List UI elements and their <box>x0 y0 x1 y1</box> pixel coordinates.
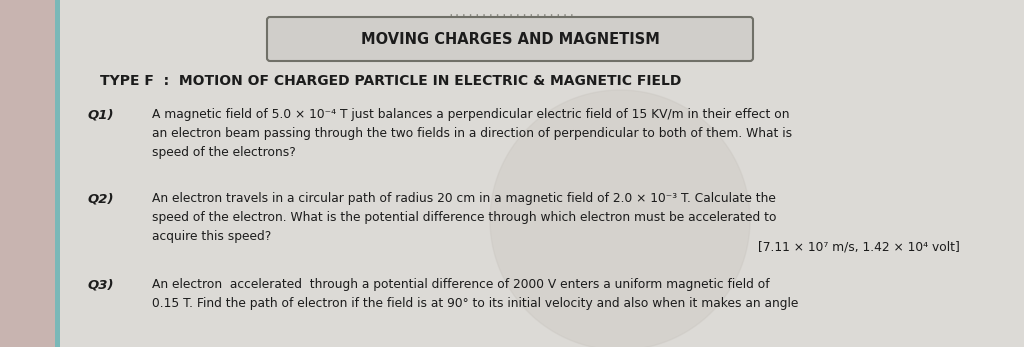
Text: Q3): Q3) <box>88 278 115 291</box>
Polygon shape <box>55 0 60 347</box>
FancyBboxPatch shape <box>267 17 753 61</box>
Text: A magnetic field of 5.0 × 10⁻⁴ T just balances a perpendicular electric field of: A magnetic field of 5.0 × 10⁻⁴ T just ba… <box>152 108 793 159</box>
Text: [7.11 × 10⁷ m/s, 1.42 × 10⁴ volt]: [7.11 × 10⁷ m/s, 1.42 × 10⁴ volt] <box>758 240 961 253</box>
Polygon shape <box>60 0 1024 347</box>
Polygon shape <box>490 90 750 347</box>
Text: MOVING CHARGES AND MAGNETISM: MOVING CHARGES AND MAGNETISM <box>360 32 659 46</box>
Text: Q1): Q1) <box>88 108 115 121</box>
Text: Q2): Q2) <box>88 192 115 205</box>
Polygon shape <box>0 0 55 347</box>
Text: An electron travels in a circular path of radius 20 cm in a magnetic field of 2.: An electron travels in a circular path o… <box>152 192 776 243</box>
Text: TYPE F  :  MOTION OF CHARGED PARTICLE IN ELECTRIC & MAGNETIC FIELD: TYPE F : MOTION OF CHARGED PARTICLE IN E… <box>100 74 681 88</box>
Text: An electron  accelerated  through a potential difference of 2000 V enters a unif: An electron accelerated through a potent… <box>152 278 799 310</box>
Text: ...................: ................... <box>447 8 577 18</box>
